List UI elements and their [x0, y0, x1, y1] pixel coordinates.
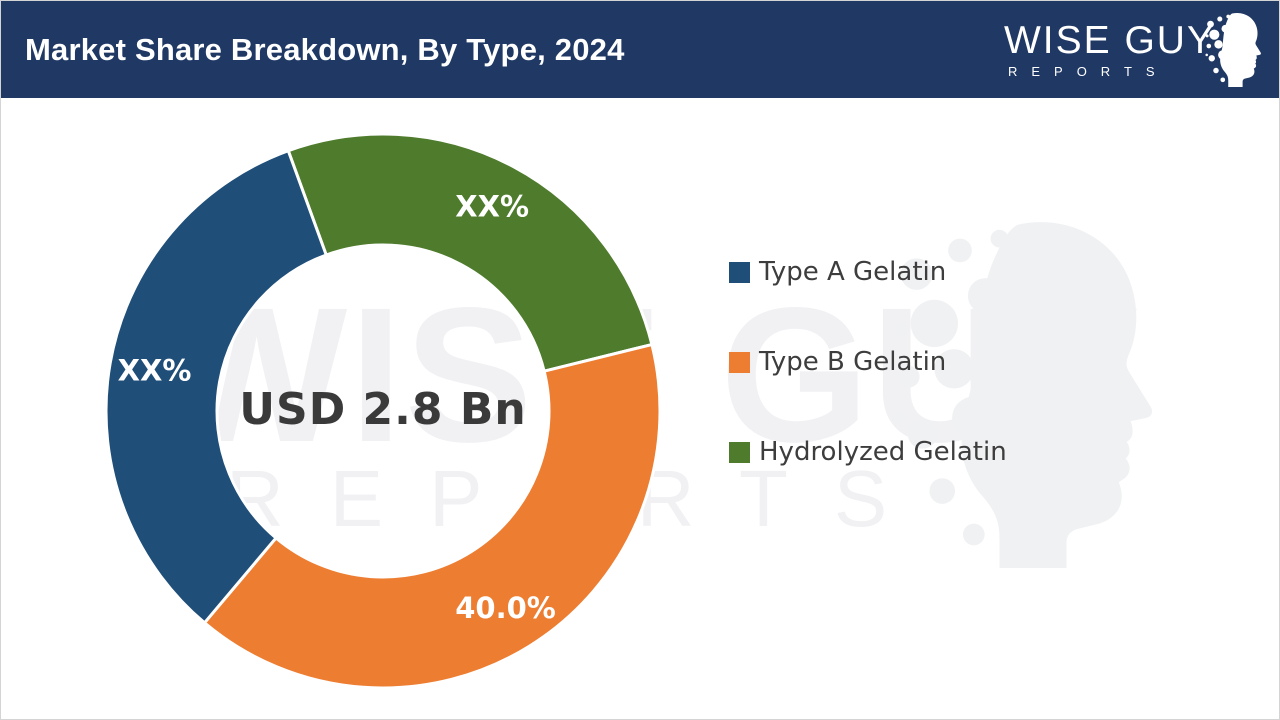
wiseguy-face-icon — [1205, 12, 1261, 87]
wiseguy-logo-line1: WISE GUY — [1003, 18, 1215, 62]
slice-label-hydrolyzed-gelatin: XX% — [455, 189, 529, 223]
wiseguy-logo: WISE GUY REPORTS — [1004, 11, 1267, 87]
legend-item: Type B Gelatin — [729, 347, 1007, 377]
legend-label-hydrolyzed: Hydrolyzed Gelatin — [759, 437, 1007, 467]
wiseguy-logo-line2: REPORTS — [1007, 63, 1169, 79]
header-bar: Market Share Breakdown, By Type, 2024 WI… — [1, 1, 1279, 98]
wiseguy-logo-text: WISE GUY REPORTS — [1003, 18, 1215, 79]
legend-item: Hydrolyzed Gelatin — [729, 437, 1007, 467]
page-title: Market Share Breakdown, By Type, 2024 — [25, 31, 625, 67]
legend-swatch-hydrolyzed — [729, 441, 750, 463]
legend-item: Type A Gelatin — [729, 257, 1007, 287]
slice-label-type-b-gelatin: 40.0% — [455, 591, 556, 625]
legend-swatch-type-b — [729, 351, 750, 373]
chart-legend: Type A Gelatin Type B Gelatin Hydrolyzed… — [729, 257, 1007, 527]
legend-swatch-type-a — [729, 261, 750, 283]
legend-label-type-b: Type B Gelatin — [759, 347, 947, 377]
legend-label-type-a: Type A Gelatin — [759, 257, 947, 287]
chart-center-value: USD 2.8 Bn — [239, 384, 527, 435]
